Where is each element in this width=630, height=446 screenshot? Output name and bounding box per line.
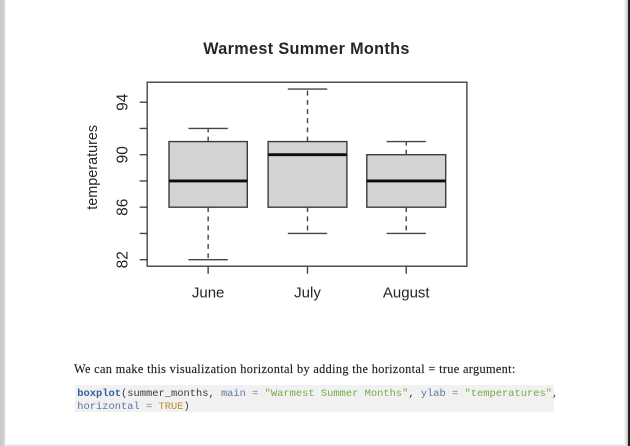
svg-text:Warmest Summer Months: Warmest Summer Months — [203, 40, 409, 58]
svg-text:82: 82 — [115, 251, 132, 268]
svg-text:June: June — [192, 285, 225, 302]
svg-text:temperatures: temperatures — [85, 125, 101, 210]
svg-text:86: 86 — [115, 199, 132, 216]
svg-text:94: 94 — [115, 93, 132, 111]
svg-text:July: July — [294, 285, 321, 302]
svg-text:August: August — [383, 285, 431, 302]
svg-text:90: 90 — [115, 146, 132, 164]
